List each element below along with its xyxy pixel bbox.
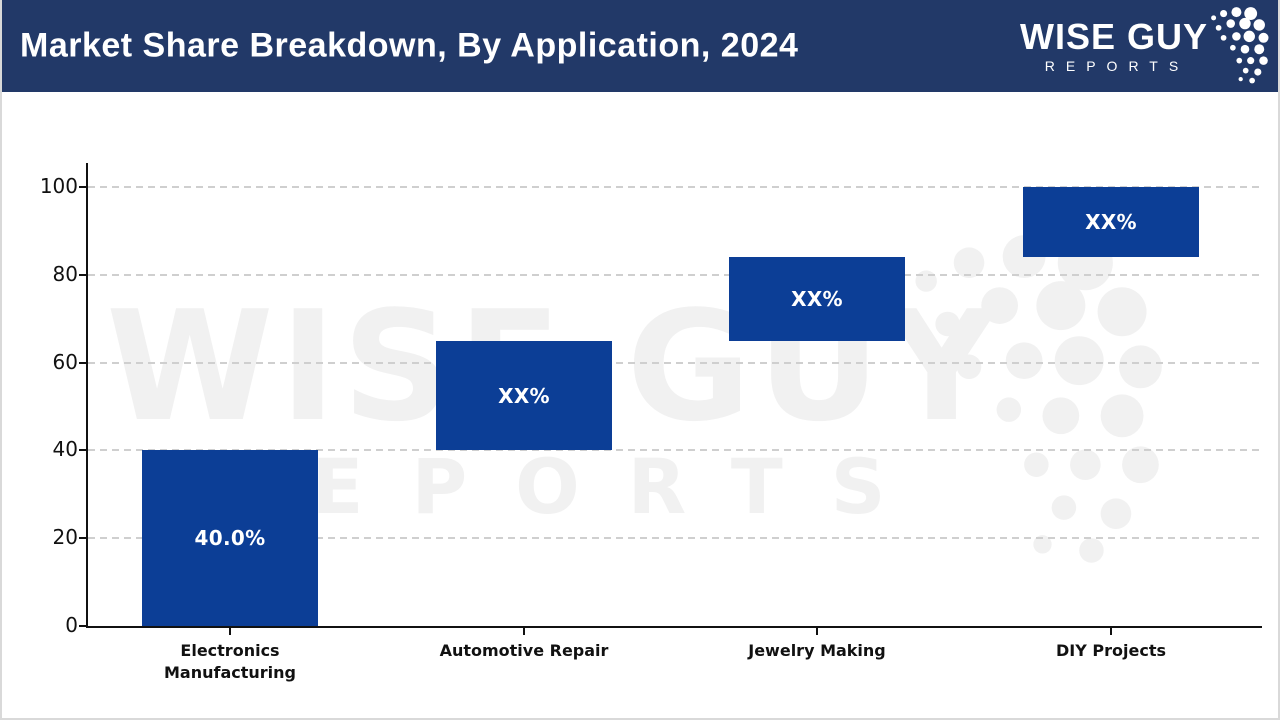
y-tick-mark [79,273,87,276]
y-tick-mark [79,625,87,627]
bar-segment: XX% [436,340,612,451]
x-category-label: Jewelry Making [748,641,886,660]
y-tick-label: 60 [52,349,78,374]
x-tick-mark [229,628,231,635]
x-category-label: Automotive Repair [439,641,609,660]
x-category-label: Electronics Manufacturing [164,641,296,682]
y-tick-label: 20 [52,525,78,550]
bar-value-label: XX% [498,383,550,408]
chart-title: Market Share Breakdown, By Application, … [20,26,799,65]
y-tick-mark [79,449,87,452]
dotted-head-icon [1211,7,1269,84]
y-tick-mark [79,537,87,540]
y-tick-label: 100 [39,174,78,198]
y-tick-mark [79,361,87,364]
bar-segment: 40.0% [142,450,318,626]
gridline [88,537,1262,540]
x-tick-mark [523,628,525,635]
bar-value-label: 40.0% [194,526,266,551]
y-tick-label: 80 [52,261,78,286]
x-category-label: DIY Projects [1056,641,1166,660]
gridline [88,449,1262,452]
gridline [88,361,1262,364]
y-tick-mark [79,186,87,188]
watermark-subtitle: REPORTS [205,442,934,531]
gridline [88,186,1262,188]
x-tick-mark [816,628,818,635]
bar-value-label: XX% [1085,210,1137,235]
x-axis [86,626,1262,628]
bar-segment: XX% [729,257,905,341]
logo-text: WISE GUY REPORTS [1020,18,1208,74]
watermark-dotted-head-icon [915,235,1162,563]
y-tick-label: 40 [52,437,78,462]
wise-guy-reports-logo: WISE GUY REPORTS [1020,4,1272,88]
header-bar: Market Share Breakdown, By Application, … [0,0,1280,92]
gridline [88,273,1262,276]
logo-wordmark: WISE GUY [1019,16,1208,58]
bar-segment: XX% [1023,187,1199,258]
y-tick-label: 0 [65,613,78,637]
logo-subtitle: REPORTS [1044,57,1190,74]
bar-value-label: XX% [791,286,843,311]
y-axis [86,163,88,628]
x-tick-mark [1110,628,1112,635]
